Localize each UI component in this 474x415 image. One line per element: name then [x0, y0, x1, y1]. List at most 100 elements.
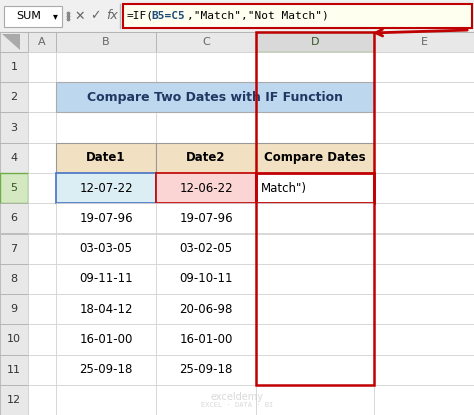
Bar [0, 324, 28, 354]
Bar [56, 324, 156, 354]
Bar [0, 82, 28, 112]
Bar [28, 203, 56, 234]
Text: 03-02-05: 03-02-05 [180, 242, 233, 255]
Bar [156, 143, 256, 173]
Bar [156, 294, 256, 324]
Text: 09-10-11: 09-10-11 [179, 272, 233, 286]
Bar [156, 32, 256, 52]
Bar [374, 385, 474, 415]
Bar [0, 234, 28, 264]
Bar [56, 234, 156, 264]
Bar [56, 143, 156, 173]
Bar [56, 264, 156, 294]
Bar [374, 32, 474, 52]
Bar [0, 52, 28, 82]
Bar [156, 264, 256, 294]
Text: 7: 7 [10, 244, 18, 254]
Text: 10: 10 [7, 334, 21, 344]
Bar [123, 4, 472, 28]
Bar [256, 324, 374, 354]
Bar [256, 112, 374, 143]
Bar [0, 143, 28, 173]
Bar [256, 32, 374, 385]
Bar [374, 173, 474, 203]
Bar [56, 82, 374, 112]
Bar [28, 32, 56, 52]
Text: 9: 9 [10, 304, 18, 314]
Bar [256, 324, 374, 354]
Bar [0, 294, 28, 324]
Bar [56, 324, 156, 354]
Text: B: B [102, 37, 110, 47]
Text: 18-04-12: 18-04-12 [79, 303, 133, 316]
Text: B5=C5: B5=C5 [151, 11, 185, 21]
Bar [256, 354, 374, 385]
Bar [56, 294, 156, 324]
Bar [56, 203, 156, 234]
Text: 25-09-18: 25-09-18 [79, 363, 133, 376]
Bar [28, 112, 56, 143]
Text: Match"): Match") [261, 182, 307, 195]
Bar [4, 6, 62, 27]
Text: EXCEL · DATA · BI: EXCEL · DATA · BI [201, 402, 273, 408]
Bar [256, 52, 374, 82]
Bar [156, 234, 256, 264]
Text: 12-07-22: 12-07-22 [79, 182, 133, 195]
Text: 5: 5 [10, 183, 18, 193]
Polygon shape [2, 34, 20, 50]
Text: Date2: Date2 [186, 151, 226, 164]
Bar [0, 32, 28, 52]
Bar [374, 324, 474, 354]
Text: 6: 6 [10, 213, 18, 223]
Text: 3: 3 [10, 122, 18, 133]
Text: D: D [311, 37, 319, 47]
Text: 12-06-22: 12-06-22 [179, 182, 233, 195]
Text: Date1: Date1 [86, 151, 126, 164]
Text: E: E [420, 37, 428, 47]
Bar [28, 52, 56, 82]
Bar [56, 294, 156, 324]
Text: C: C [202, 37, 210, 47]
Bar [256, 264, 374, 294]
Bar [156, 324, 256, 354]
Bar [156, 354, 256, 385]
Text: fx: fx [106, 10, 118, 22]
Bar [56, 354, 156, 385]
Bar [156, 203, 256, 234]
Bar [56, 234, 156, 264]
Text: 2: 2 [10, 93, 18, 103]
Bar [156, 112, 256, 143]
Text: 19-07-96: 19-07-96 [179, 212, 233, 225]
Text: 11: 11 [7, 365, 21, 375]
Bar [0, 173, 28, 203]
Bar [56, 173, 156, 203]
Text: =IF(: =IF( [127, 11, 154, 21]
Bar [156, 52, 256, 82]
Bar [56, 82, 156, 112]
Text: 03-03-05: 03-03-05 [80, 242, 133, 255]
Bar [374, 234, 474, 264]
Bar [156, 354, 256, 385]
Text: exceldemy: exceldemy [210, 392, 264, 402]
Text: 16-01-00: 16-01-00 [179, 333, 233, 346]
Bar [0, 354, 28, 385]
Bar [28, 324, 56, 354]
Bar [156, 385, 256, 415]
Bar [256, 173, 374, 203]
Text: 19-07-96: 19-07-96 [79, 212, 133, 225]
Bar [56, 173, 156, 203]
Bar [374, 112, 474, 143]
Bar [0, 203, 28, 234]
Bar [28, 234, 56, 264]
Text: 09-11-11: 09-11-11 [79, 272, 133, 286]
Bar [256, 173, 374, 203]
Bar [28, 294, 56, 324]
Bar [256, 203, 374, 234]
Text: 4: 4 [10, 153, 18, 163]
Text: ,"Match","Not Match"): ,"Match","Not Match") [187, 11, 329, 21]
Text: 12: 12 [7, 395, 21, 405]
Text: 25-09-18: 25-09-18 [179, 363, 233, 376]
Bar [156, 234, 256, 264]
Bar [156, 203, 256, 234]
Bar [56, 385, 156, 415]
